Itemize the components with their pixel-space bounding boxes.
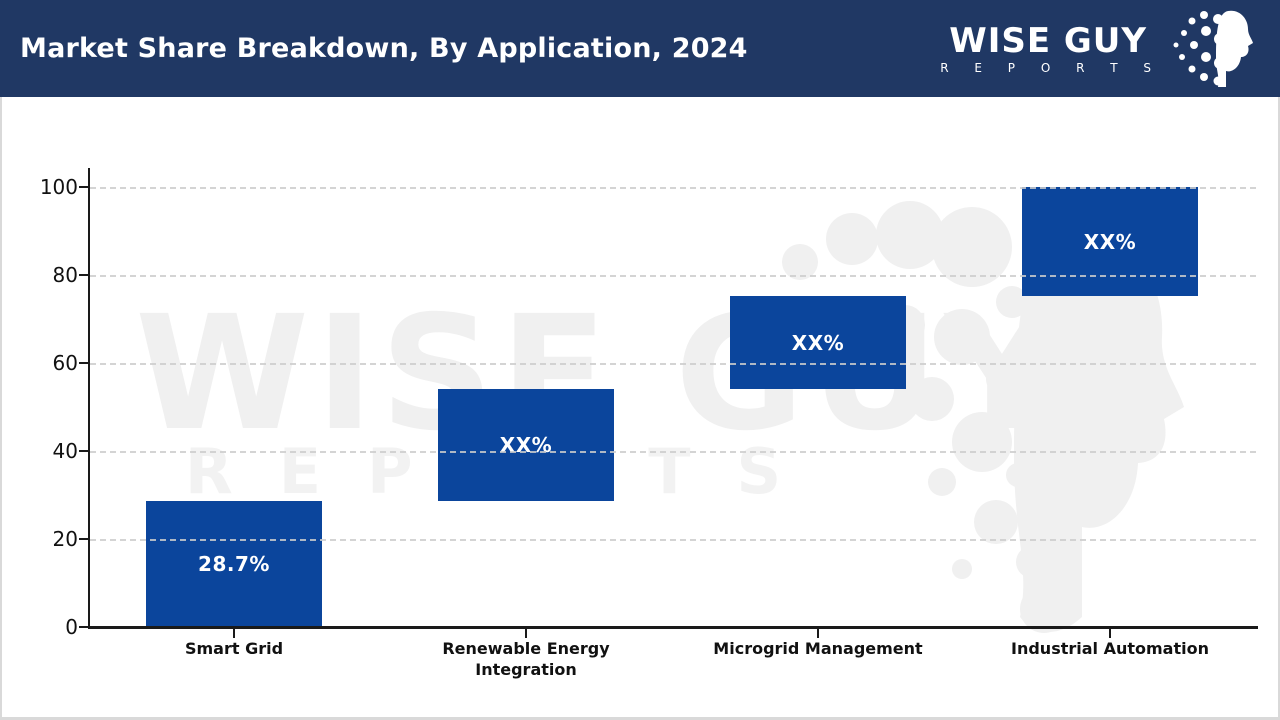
x-tick-mark [817, 629, 819, 638]
gridline [90, 539, 1256, 541]
face-dots-icon [1173, 10, 1253, 87]
y-tick-mark [79, 186, 88, 188]
bar-segment[interactable]: 28.7% [146, 500, 322, 627]
x-tick-mark [233, 629, 235, 638]
x-axis-line [88, 626, 1258, 629]
logo-wordmark: WISE GUY [949, 20, 1148, 61]
bar-segment[interactable]: XX% [438, 388, 614, 501]
bar-segment[interactable]: XX% [1022, 187, 1198, 297]
y-tick-mark [79, 450, 88, 452]
y-axis-line [88, 168, 90, 628]
y-tick-label: 100 [39, 175, 78, 199]
y-tick-label: 60 [52, 351, 78, 375]
y-tick-mark [79, 274, 88, 276]
watermark-face-dots [782, 201, 1184, 633]
y-tick-label: 20 [52, 527, 78, 551]
gridline [90, 451, 1256, 453]
gridline [90, 187, 1256, 189]
category-label: Renewable Energy Integration [442, 639, 610, 679]
logo-subtitle: R E P O R T S [940, 60, 1162, 75]
wise-guy-reports-logo: WISE GUY R E P O R T S [934, 7, 1254, 91]
bar-value-label: 28.7% [198, 551, 270, 576]
category-label: Microgrid Management [713, 639, 923, 658]
y-tick-mark [79, 362, 88, 364]
y-tick-label: 80 [52, 263, 78, 287]
x-tick-mark [1109, 629, 1111, 638]
gridline [90, 275, 1256, 277]
header-banner: Market Share Breakdown, By Application, … [0, 0, 1280, 97]
y-tick-label: 40 [52, 439, 78, 463]
bar-value-label: XX% [1083, 229, 1137, 254]
bar-segment[interactable]: XX% [730, 296, 906, 389]
bar-value-label: XX% [791, 330, 845, 355]
y-tick-mark [79, 626, 88, 628]
x-tick-mark [525, 629, 527, 638]
y-tick-label: 0 [65, 615, 78, 639]
y-tick-mark [79, 538, 88, 540]
category-label: Industrial Automation [1011, 639, 1209, 658]
page-title: Market Share Breakdown, By Application, … [20, 33, 748, 64]
gridline [90, 363, 1256, 365]
category-label: Smart Grid [184, 639, 284, 658]
bar-value-label: XX% [499, 432, 553, 457]
